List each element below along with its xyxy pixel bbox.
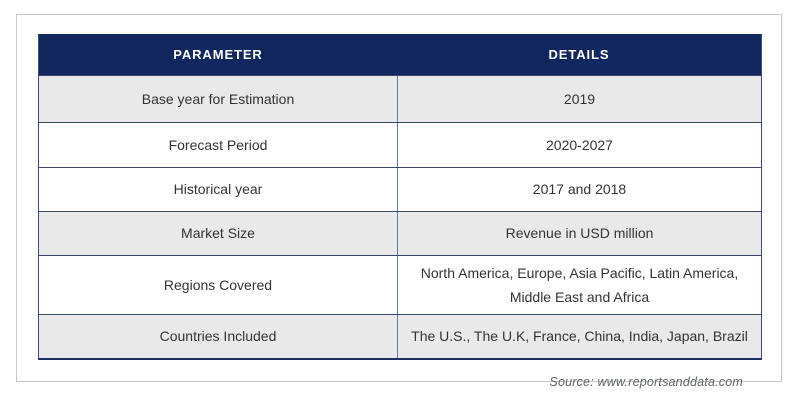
table-header-row: PARAMETER DETAILS bbox=[39, 34, 761, 75]
table-row: Countries Included The U.S., The U.K, Fr… bbox=[39, 314, 761, 358]
table-row: Market Size Revenue in USD million bbox=[39, 211, 761, 255]
details-cell: Revenue in USD million bbox=[397, 212, 761, 255]
parameter-cell: Forecast Period bbox=[39, 123, 397, 167]
table-row: Forecast Period 2020-2027 bbox=[39, 122, 761, 167]
parameter-cell: Historical year bbox=[39, 168, 397, 211]
details-cell: The U.S., The U.K, France, China, India,… bbox=[397, 315, 761, 358]
table-row: Base year for Estimation 2019 bbox=[39, 75, 761, 122]
table-row: Regions Covered North America, Europe, A… bbox=[39, 255, 761, 314]
table-row: Historical year 2017 and 2018 bbox=[39, 167, 761, 211]
report-scope-table: PARAMETER DETAILS Base year for Estimati… bbox=[38, 34, 762, 360]
parameter-cell: Base year for Estimation bbox=[39, 76, 397, 122]
details-cell: 2017 and 2018 bbox=[397, 168, 761, 211]
details-cell: 2019 bbox=[397, 76, 761, 122]
details-cell: 2020-2027 bbox=[397, 123, 761, 167]
header-cell-details: DETAILS bbox=[548, 47, 610, 62]
report-card: PARAMETER DETAILS Base year for Estimati… bbox=[16, 14, 782, 389]
header-cell-parameter: PARAMETER bbox=[173, 47, 263, 62]
parameter-cell: Market Size bbox=[39, 212, 397, 255]
parameter-cell: Countries Included bbox=[39, 315, 397, 358]
details-cell: North America, Europe, Asia Pacific, Lat… bbox=[397, 256, 761, 314]
source-attribution: Source: www.reportsanddata.com bbox=[549, 375, 743, 389]
parameter-cell: Regions Covered bbox=[39, 256, 397, 314]
